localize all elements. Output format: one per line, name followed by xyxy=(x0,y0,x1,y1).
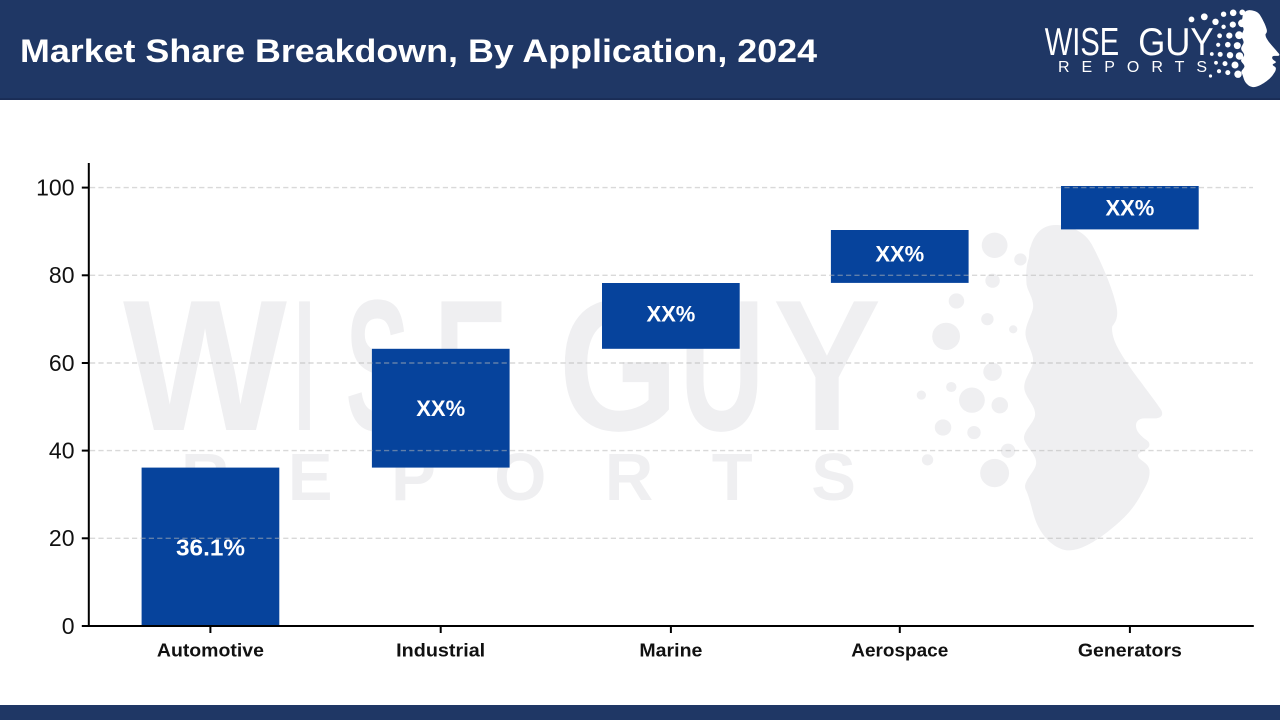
svg-text:20: 20 xyxy=(49,525,75,551)
svg-text:40: 40 xyxy=(49,438,75,464)
svg-text:XX%: XX% xyxy=(416,396,465,421)
svg-text:W: W xyxy=(123,261,287,470)
svg-text:WISE: WISE xyxy=(1045,21,1119,64)
svg-text:Market Share Breakdown, By App: Market Share Breakdown, By Application, … xyxy=(20,33,817,69)
svg-text:I: I xyxy=(294,261,315,470)
svg-text:XX%: XX% xyxy=(1105,195,1154,220)
svg-text:GUY: GUY xyxy=(1138,21,1213,64)
svg-text:Automotive: Automotive xyxy=(157,641,264,661)
svg-text:0: 0 xyxy=(62,613,75,639)
svg-text:Y: Y xyxy=(773,261,881,470)
svg-text:Industrial: Industrial xyxy=(396,641,485,661)
svg-text:36.1%: 36.1% xyxy=(176,534,245,560)
svg-text:XX%: XX% xyxy=(875,242,924,267)
svg-text:XX%: XX% xyxy=(646,302,695,327)
svg-text:REPORTS: REPORTS xyxy=(1058,59,1219,76)
svg-text:80: 80 xyxy=(49,262,75,288)
svg-text:60: 60 xyxy=(49,350,75,376)
svg-text:100: 100 xyxy=(36,175,74,201)
svg-text:Marine: Marine xyxy=(639,641,702,661)
svg-text:Aerospace: Aerospace xyxy=(851,641,948,661)
svg-text:REPORTS: REPORTS xyxy=(181,440,914,515)
svg-text:Generators: Generators xyxy=(1078,641,1182,661)
